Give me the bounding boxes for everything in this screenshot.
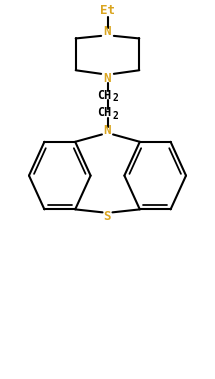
Text: N: N [104,25,111,38]
Text: CH: CH [97,89,111,102]
Text: CH: CH [97,106,111,119]
Text: N: N [104,72,111,85]
Text: 2: 2 [113,111,119,121]
Text: 2: 2 [113,93,119,103]
Text: N: N [104,124,111,137]
Text: Et: Et [100,4,115,17]
Text: S: S [104,210,111,223]
